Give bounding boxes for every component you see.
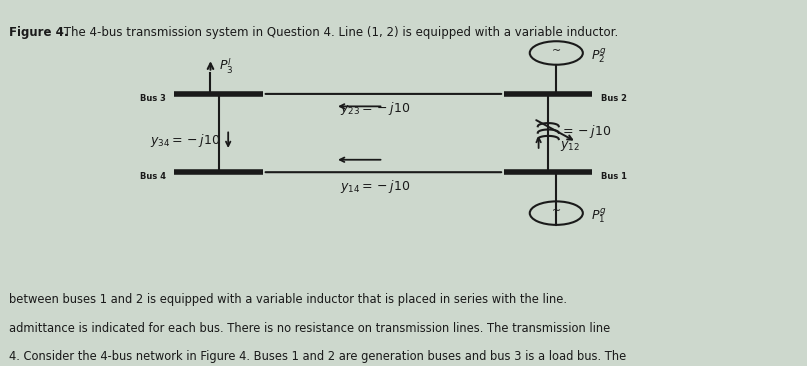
Text: ~: ~ xyxy=(552,46,561,56)
Text: $P_1^g$: $P_1^g$ xyxy=(591,207,607,226)
Text: Bus 3: Bus 3 xyxy=(140,94,166,103)
Text: Bus 1: Bus 1 xyxy=(600,172,626,181)
Text: Figure 4.: Figure 4. xyxy=(10,26,69,39)
Text: 4. Consider the 4-bus network in Figure 4. Buses 1 and 2 are generation buses an: 4. Consider the 4-bus network in Figure … xyxy=(10,350,627,363)
Text: The 4-bus transmission system in Question 4. Line (1, 2) is equipped with a vari: The 4-bus transmission system in Questio… xyxy=(60,26,618,39)
Text: Bus 2: Bus 2 xyxy=(600,94,626,103)
Text: admittance is indicated for each bus. There is no resistance on transmission lin: admittance is indicated for each bus. Th… xyxy=(10,322,611,335)
Text: $y_{23}=-j10$: $y_{23}=-j10$ xyxy=(340,100,411,117)
Text: $y_{34}=-j10$: $y_{34}=-j10$ xyxy=(150,132,220,149)
Text: between buses 1 and 2 is equipped with a variable inductor that is placed in ser: between buses 1 and 2 is equipped with a… xyxy=(10,293,567,306)
Text: $P_3^l$: $P_3^l$ xyxy=(219,56,233,76)
Text: $P_2^g$: $P_2^g$ xyxy=(591,47,607,66)
Text: Bus 4: Bus 4 xyxy=(140,172,166,181)
Text: $y_{14}=-j10$: $y_{14}=-j10$ xyxy=(340,178,411,195)
Text: $=-j10$: $=-j10$ xyxy=(560,123,612,140)
Text: $y_{12}$: $y_{12}$ xyxy=(560,138,580,153)
Text: ~: ~ xyxy=(552,206,561,216)
